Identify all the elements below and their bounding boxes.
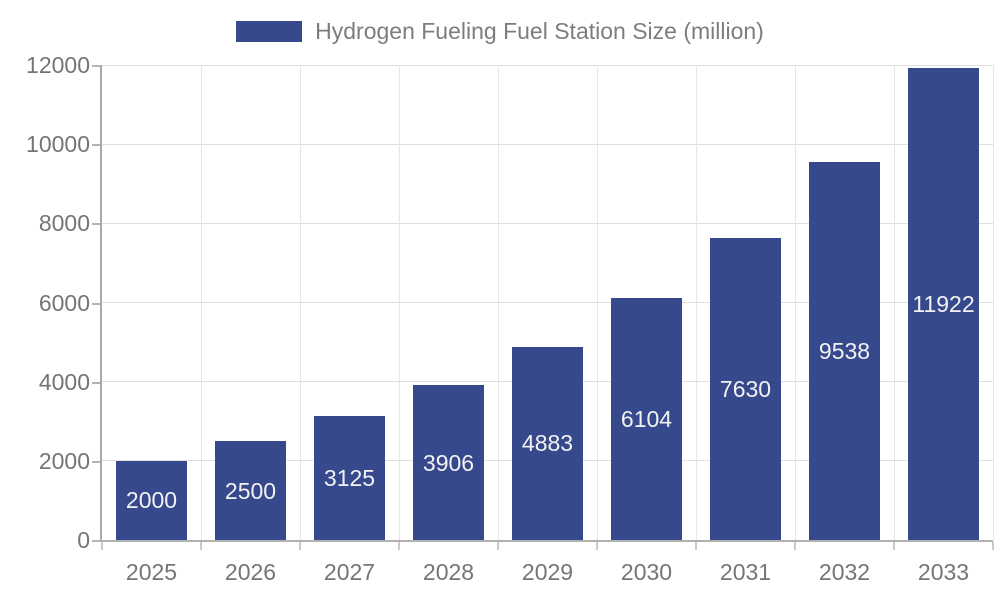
x-axis-tick-label: 2032 bbox=[818, 559, 871, 585]
bar-value-label: 2500 bbox=[224, 477, 277, 504]
v-gridline bbox=[398, 65, 400, 540]
h-gridline bbox=[102, 302, 993, 303]
x-axis-tick-label: 2033 bbox=[917, 559, 970, 585]
legend: Hydrogen Fueling Fuel Station Size (mill… bbox=[0, 17, 1000, 45]
bar-value-label: 9538 bbox=[818, 338, 871, 365]
v-gridline bbox=[497, 65, 499, 540]
bar bbox=[710, 237, 781, 540]
v-gridline bbox=[893, 65, 895, 540]
bar bbox=[611, 298, 682, 540]
y-axis-tick-label: 6000 bbox=[38, 289, 90, 316]
x-axis-tick bbox=[695, 542, 697, 550]
v-gridline bbox=[794, 65, 796, 540]
y-axis-tick-label: 2000 bbox=[38, 447, 90, 474]
x-axis-tick bbox=[200, 542, 202, 550]
x-axis-tick bbox=[398, 542, 400, 550]
x-axis-tick-label: 2028 bbox=[422, 559, 475, 585]
x-axis-tick-label: 2031 bbox=[719, 559, 772, 585]
x-axis-tick-label: 2026 bbox=[224, 559, 277, 585]
v-gridline bbox=[992, 65, 994, 540]
bar bbox=[215, 441, 286, 540]
v-gridline bbox=[200, 65, 202, 540]
x-axis-tick bbox=[101, 542, 103, 550]
y-axis-line bbox=[100, 65, 102, 542]
h-gridline bbox=[102, 222, 993, 224]
x-axis-tick-label: 2025 bbox=[125, 559, 178, 585]
x-axis-tick-label: 2030 bbox=[620, 559, 673, 585]
legend-item[interactable]: Hydrogen Fueling Fuel Station Size (mill… bbox=[236, 17, 764, 45]
y-axis-tick bbox=[92, 223, 100, 226]
x-axis-line bbox=[100, 540, 993, 542]
x-axis-tick bbox=[794, 542, 796, 550]
x-axis-tick bbox=[596, 542, 598, 550]
x-axis-tick-label: 2027 bbox=[323, 559, 376, 585]
bar-value-label: 4883 bbox=[521, 430, 574, 457]
h-gridline bbox=[102, 143, 993, 145]
y-axis-tick-label: 10000 bbox=[26, 131, 90, 158]
bar-value-label: 6104 bbox=[620, 406, 673, 433]
y-axis-tick bbox=[92, 144, 100, 147]
bar bbox=[314, 416, 385, 540]
bar bbox=[908, 68, 979, 540]
v-gridline bbox=[596, 65, 598, 540]
y-axis-tick bbox=[92, 302, 100, 305]
x-axis-tick bbox=[497, 542, 499, 550]
legend-label: Hydrogen Fueling Fuel Station Size (mill… bbox=[315, 18, 764, 44]
bar bbox=[809, 162, 880, 540]
bar bbox=[116, 460, 187, 540]
y-axis-tick-label: 12000 bbox=[26, 52, 90, 78]
legend-swatch bbox=[236, 20, 303, 42]
x-axis-tick bbox=[893, 542, 895, 550]
y-axis-tick bbox=[92, 540, 100, 542]
y-axis-tick-label: 4000 bbox=[38, 368, 90, 395]
y-axis-tick bbox=[92, 460, 100, 463]
y-axis-tick-label: 0 bbox=[77, 527, 90, 553]
v-gridline bbox=[695, 65, 697, 540]
bar-value-label: 3906 bbox=[422, 449, 475, 476]
y-axis-tick bbox=[92, 381, 100, 384]
y-axis-tick bbox=[92, 65, 100, 67]
bar-value-label: 7630 bbox=[719, 375, 772, 402]
v-gridline bbox=[299, 65, 301, 540]
h-gridline bbox=[102, 64, 993, 66]
bar-value-label: 2000 bbox=[125, 487, 178, 514]
x-axis-tick bbox=[992, 542, 994, 550]
y-axis-tick-label: 8000 bbox=[38, 210, 90, 237]
bar bbox=[413, 385, 484, 540]
x-axis-tick bbox=[299, 542, 301, 550]
bar-value-label: 3125 bbox=[323, 465, 376, 492]
x-axis-tick-label: 2029 bbox=[521, 559, 574, 585]
bar bbox=[512, 346, 583, 540]
bar-value-label: 11922 bbox=[912, 291, 975, 318]
